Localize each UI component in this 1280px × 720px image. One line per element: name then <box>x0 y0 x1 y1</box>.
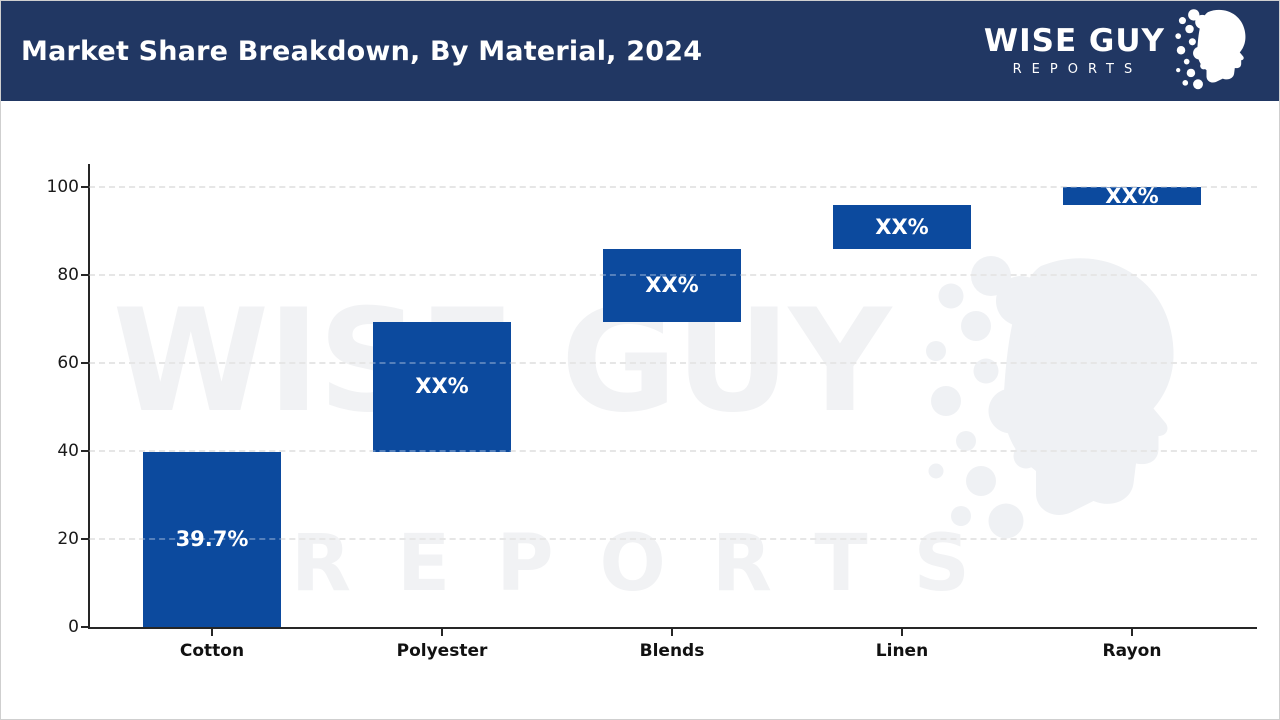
x-axis-line <box>88 627 1257 629</box>
bar-cotton: 39.7% <box>143 452 281 627</box>
y-tick-label-40: 40 <box>57 441 79 461</box>
header-bar: Market Share Breakdown, By Material, 202… <box>1 1 1279 101</box>
logo-primary-text: WISE GUY <box>983 23 1165 59</box>
x-tick-mark-rayon <box>1131 629 1133 636</box>
bar-polyester: XX% <box>373 321 511 453</box>
y-tick-label-0: 0 <box>68 617 79 637</box>
bar-linen: XX% <box>833 205 971 250</box>
gridline-60 <box>89 362 1257 364</box>
x-tick-mark-polyester <box>441 629 443 636</box>
gridline-40 <box>89 450 1257 452</box>
bar-blends: XX% <box>603 249 741 322</box>
x-category-label-polyester: Polyester <box>396 641 488 661</box>
page-title: Market Share Breakdown, By Material, 202… <box>21 35 703 67</box>
y-tick-mark-40 <box>81 450 89 452</box>
x-category-label-blends: Blends <box>639 641 705 661</box>
watermark-secondary-text: REPORTS <box>291 519 1016 609</box>
logo-text: WISE GUY REPORTS <box>983 23 1165 77</box>
gridline-overlay-60 <box>89 362 1257 364</box>
gridline-100 <box>89 186 1257 188</box>
bar-rayon: XX% <box>1063 183 1201 208</box>
bar-value-label-polyester: XX% <box>415 374 469 399</box>
x-tick-mark-cotton <box>211 629 213 636</box>
x-category-label-rayon: Rayon <box>1102 641 1162 661</box>
bar-value-label-rayon: XX% <box>1105 183 1159 208</box>
gridline-overlay-40 <box>89 450 1257 452</box>
gridline-overlay-100 <box>89 186 1257 188</box>
wise-guy-reports-logo: WISE GUY REPORTS <box>984 5 1261 97</box>
logo-secondary-text: REPORTS <box>1012 62 1143 77</box>
logo-head-icon <box>1169 5 1261 97</box>
y-tick-mark-80 <box>81 274 89 276</box>
y-tick-label-100: 100 <box>46 177 79 197</box>
y-axis-line <box>88 164 90 629</box>
y-tick-mark-100 <box>81 186 89 188</box>
gridline-20 <box>89 538 1257 540</box>
y-tick-label-60: 60 <box>57 353 79 373</box>
x-category-label-linen: Linen <box>875 641 929 661</box>
bar-value-label-blends: XX% <box>645 272 699 297</box>
y-tick-mark-0 <box>81 626 89 628</box>
x-category-label-cotton: Cotton <box>179 641 245 661</box>
y-tick-mark-20 <box>81 538 89 540</box>
bar-value-label-linen: XX% <box>875 214 929 239</box>
y-tick-mark-60 <box>81 362 89 364</box>
gridline-overlay-20 <box>89 538 1257 540</box>
bar-value-label-cotton: 39.7% <box>175 527 249 552</box>
x-tick-mark-blends <box>671 629 673 636</box>
x-tick-mark-linen <box>901 629 903 636</box>
y-tick-label-80: 80 <box>57 265 79 285</box>
gridline-overlay-80 <box>89 274 1257 276</box>
y-tick-label-20: 20 <box>57 529 79 549</box>
